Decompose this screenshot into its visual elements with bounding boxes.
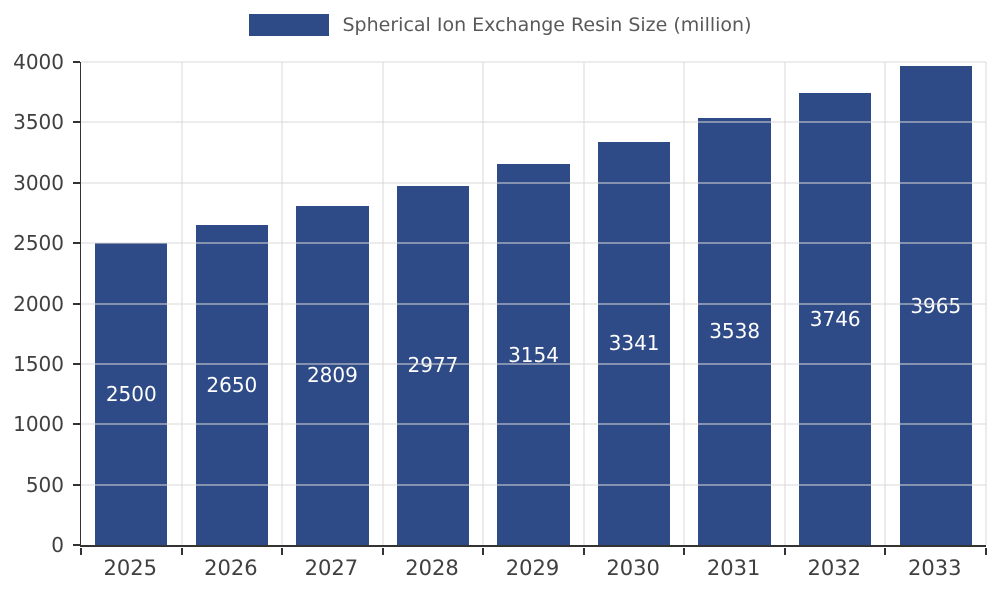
gridline-horizontal	[81, 363, 986, 365]
x-axis-label: 2029	[505, 556, 560, 580]
x-axis-label: 2026	[204, 556, 258, 580]
x-tick-mark	[482, 548, 485, 555]
bar: 2977	[396, 185, 470, 545]
bar: 2809	[296, 205, 369, 545]
plot-area: 2500 2650 2809 2977 3154 3341 3538 3746 3965	[73, 61, 987, 555]
gridline-horizontal	[81, 484, 986, 486]
x-tick-mark	[582, 548, 585, 555]
y-tick-mark	[73, 483, 80, 486]
bar-value-label: 3965	[910, 293, 962, 318]
x-axis-label: 2030	[606, 556, 660, 580]
bar-value-label: 2650	[206, 373, 258, 397]
gridline-horizontal	[81, 121, 986, 123]
bar: 3154	[497, 164, 570, 545]
y-tick-mark	[73, 544, 80, 546]
gridline-vertical	[482, 62, 484, 545]
y-tick-mark	[73, 61, 80, 63]
bar-cell: 3341	[584, 62, 685, 545]
y-tick-mark	[73, 302, 80, 305]
y-axis-label: 3500	[13, 110, 64, 135]
gridline-vertical	[181, 62, 183, 545]
bar-cell: 3746	[785, 62, 886, 545]
y-axis: 0 500 1000 1500 2000 2500 3000 3500 4000	[0, 52, 72, 555]
bar: 3965	[899, 66, 972, 545]
bar-cell: 2500	[81, 62, 182, 545]
bar-value-label: 3746	[809, 306, 861, 331]
y-axis-label: 2000	[13, 291, 64, 316]
y-tick-mark	[73, 181, 80, 184]
bar-cell: 2809	[282, 62, 383, 545]
bar-cell: 3154	[483, 62, 584, 545]
bar: 2650	[195, 225, 269, 545]
gridline-vertical	[683, 62, 685, 545]
gridline-vertical	[884, 62, 886, 545]
x-axis-label: 2025	[103, 556, 157, 580]
x-axis-label: 2028	[405, 556, 459, 580]
y-tick-mark	[73, 121, 80, 124]
y-axis-label: 1500	[13, 351, 64, 376]
legend-swatch	[248, 14, 329, 36]
x-axis: 2025 2026 2027 2028 2029 2030 2031 2032 2033	[80, 556, 985, 588]
gridline-horizontal	[81, 303, 986, 304]
x-tick-mark	[985, 548, 987, 555]
gridline-horizontal	[81, 61, 986, 63]
x-tick-mark	[281, 548, 284, 555]
bars: 2500 2650 2809 2977 3154 3341 3538 3746 3965	[81, 62, 986, 545]
y-axis-label: 4000	[13, 50, 64, 74]
x-axis-label: 2032	[807, 556, 861, 580]
x-tick-mark	[381, 548, 384, 555]
y-axis-label: 2500	[13, 231, 64, 256]
gridline-vertical	[784, 62, 786, 545]
x-tick-mark	[884, 548, 887, 555]
gridline-horizontal	[81, 182, 986, 184]
gridline-vertical	[583, 62, 585, 545]
bar-value-label: 3538	[709, 319, 761, 344]
gridline-vertical	[382, 62, 384, 545]
x-tick-mark	[683, 548, 686, 555]
x-axis-label: 2033	[908, 556, 962, 580]
bar: 3341	[597, 141, 671, 545]
y-axis-label: 3000	[13, 170, 64, 195]
gridline-horizontal	[81, 242, 986, 244]
y-axis-label: 1000	[13, 412, 64, 437]
x-tick-mark	[783, 548, 786, 555]
gridline-vertical	[281, 62, 283, 545]
legend: Spherical Ion Exchange Resin Size (milli…	[0, 14, 1000, 36]
x-axis-label: 2031	[706, 556, 761, 580]
bar-cell: 2650	[182, 62, 283, 545]
y-tick-mark	[73, 242, 80, 245]
bar-value-label: 2977	[407, 353, 459, 378]
y-tick-mark	[73, 362, 80, 365]
bar: 3746	[799, 92, 872, 545]
bar-value-label: 3154	[508, 342, 559, 367]
x-tick-mark	[80, 548, 82, 555]
gridline-vertical	[985, 62, 987, 545]
y-axis-label: 500	[25, 472, 64, 497]
y-tick-mark	[73, 423, 80, 426]
bar-value-label: 2809	[306, 363, 358, 388]
x-tick-mark	[180, 548, 183, 555]
bar: 2500	[95, 243, 168, 545]
y-axis-label: 0	[51, 533, 64, 557]
bar-cell: 3538	[684, 62, 785, 545]
bar: 3538	[698, 117, 771, 545]
gridline-horizontal	[81, 423, 986, 425]
bar-value-label: 3341	[608, 331, 660, 356]
bar-cell: 3965	[886, 62, 987, 545]
x-axis-label: 2027	[304, 556, 359, 580]
chart-title: Spherical Ion Exchange Resin Size (milli…	[342, 14, 752, 36]
bar-value-label: 2500	[105, 382, 157, 407]
